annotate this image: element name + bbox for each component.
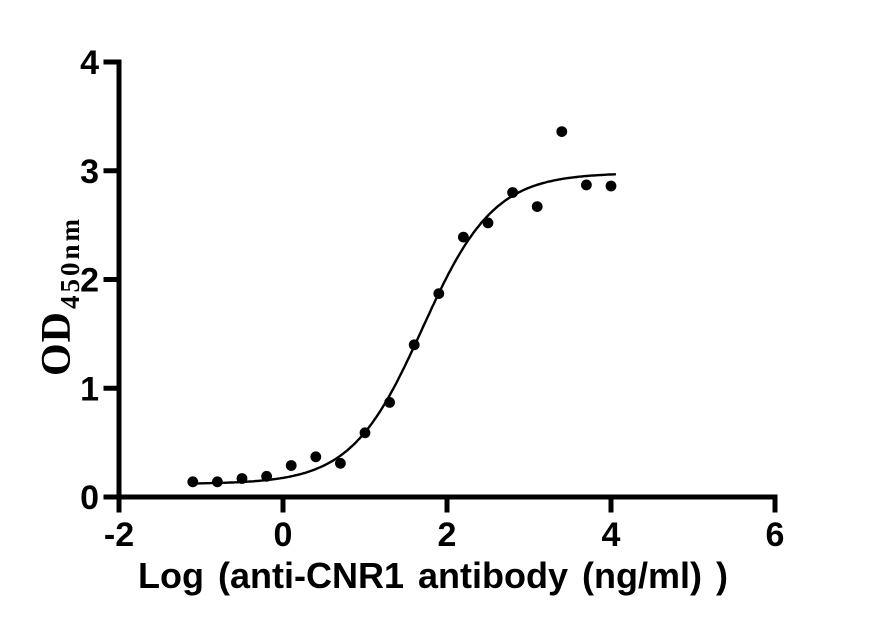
data-point	[458, 231, 469, 243]
y-tick-label: 0	[80, 479, 99, 517]
data-point	[359, 427, 371, 439]
data-point	[187, 476, 199, 488]
data-point	[531, 201, 543, 213]
data-point	[236, 473, 248, 484]
data-point	[556, 126, 568, 137]
y-axis-title: OD450nm	[34, 216, 85, 377]
data-point	[212, 476, 223, 488]
data-point	[285, 460, 297, 471]
x-axis-title: Log (anti-CNR1 antibody (ng/ml) )	[138, 555, 728, 596]
data-point	[408, 339, 420, 351]
fit-curve	[191, 173, 616, 485]
x-tick-label: 0	[274, 516, 293, 554]
y-tick-label: 3	[80, 153, 99, 191]
data-point	[581, 179, 592, 191]
y-tick-label: 2	[80, 262, 99, 300]
data-point	[335, 457, 346, 469]
axis-spine	[116, 59, 778, 500]
data-point	[605, 180, 617, 192]
data-point	[384, 397, 395, 408]
y-tick-label: 1	[80, 370, 99, 408]
data-point	[482, 217, 494, 229]
y-axis-title-text: OD	[34, 311, 80, 377]
y-axis-title-subscript: 450nm	[55, 215, 85, 310]
data-point	[507, 187, 518, 198]
x-tick-label: 6	[766, 516, 785, 554]
data-point	[261, 470, 272, 482]
x-tick-label: -2	[104, 516, 134, 554]
data-point	[310, 451, 322, 463]
y-tick-label: 4	[80, 44, 99, 82]
data-point	[433, 288, 445, 299]
x-tick-label: 2	[438, 516, 457, 554]
x-tick-label: 4	[602, 516, 621, 554]
